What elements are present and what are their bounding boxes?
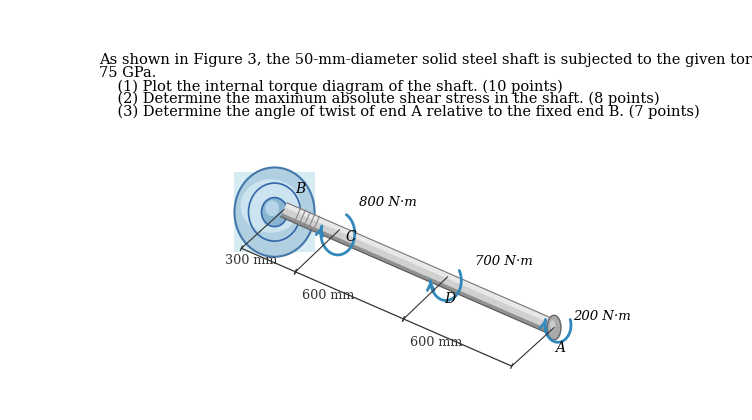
Polygon shape xyxy=(282,203,557,331)
Text: 800 N·m: 800 N·m xyxy=(359,196,417,209)
Text: (1) Plot the internal torque diagram of the shaft. (10 points): (1) Plot the internal torque diagram of … xyxy=(99,80,562,94)
Polygon shape xyxy=(280,206,556,335)
Text: 600 mm: 600 mm xyxy=(302,289,354,302)
Ellipse shape xyxy=(547,315,561,340)
Text: 600 mm: 600 mm xyxy=(410,336,462,349)
Text: C: C xyxy=(345,229,356,244)
Text: 75 GPa.: 75 GPa. xyxy=(99,66,156,80)
Ellipse shape xyxy=(241,179,301,233)
Ellipse shape xyxy=(262,197,287,227)
Ellipse shape xyxy=(265,200,279,216)
Ellipse shape xyxy=(235,168,314,257)
Polygon shape xyxy=(285,203,557,326)
Text: B: B xyxy=(296,182,305,196)
Text: 700 N·m: 700 N·m xyxy=(475,255,533,268)
Text: As shown in Figure 3, the 50-mm-diameter solid steel shaft is subjected to the g: As shown in Figure 3, the 50-mm-diameter… xyxy=(99,53,752,68)
Ellipse shape xyxy=(550,320,556,330)
Text: A: A xyxy=(555,341,566,355)
Text: (3) Determine the angle of twist of end A relative to the fixed end B. (7 points: (3) Determine the angle of twist of end … xyxy=(99,104,699,119)
Text: (2) Determine the maximum absolute shear stress in the shaft. (8 points): (2) Determine the maximum absolute shear… xyxy=(99,92,660,106)
Text: 200 N·m: 200 N·m xyxy=(573,310,631,323)
Text: 300 mm: 300 mm xyxy=(226,254,277,267)
FancyBboxPatch shape xyxy=(235,172,315,252)
Text: D: D xyxy=(444,292,455,306)
